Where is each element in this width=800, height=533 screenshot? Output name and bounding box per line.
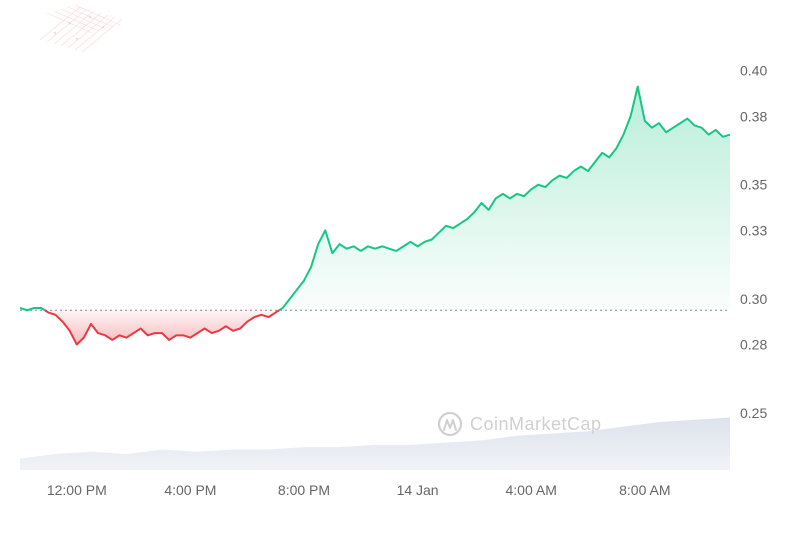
watermark-text: CoinMarketCap bbox=[470, 414, 602, 434]
x-tick-label: 8:00 AM bbox=[619, 482, 670, 498]
y-tick-label: 0.28 bbox=[740, 336, 767, 352]
logo-decoration bbox=[35, 5, 135, 60]
price-chart: 0.25 0.28 0.30 0.33 0.35 0.38 0.40 12:00 PM 4:00… bbox=[20, 10, 780, 510]
below-area bbox=[45, 310, 279, 344]
volume-area bbox=[20, 418, 730, 470]
y-tick-label: 0.25 bbox=[740, 405, 767, 421]
x-tick-label: 12:00 PM bbox=[47, 482, 107, 498]
y-tick-label: 0.38 bbox=[740, 108, 767, 124]
y-tick-label: 0.30 bbox=[740, 291, 767, 307]
x-tick-label: 4:00 AM bbox=[506, 482, 557, 498]
chart-svg: 0.25 0.28 0.30 0.33 0.35 0.38 0.40 12:00 PM 4:00… bbox=[20, 10, 780, 510]
y-tick-label: 0.40 bbox=[740, 63, 767, 79]
x-tick-label: 8:00 PM bbox=[278, 482, 330, 498]
watermark: CoinMarketCap bbox=[439, 413, 602, 435]
above-area bbox=[279, 87, 730, 311]
watermark-icon bbox=[439, 413, 461, 435]
x-tick-label: 14 Jan bbox=[397, 482, 439, 498]
x-tick-label: 4:00 PM bbox=[164, 482, 216, 498]
y-tick-label: 0.33 bbox=[740, 222, 767, 238]
watermark-icon-m bbox=[444, 420, 456, 430]
y-tick-label: 0.35 bbox=[740, 177, 767, 193]
